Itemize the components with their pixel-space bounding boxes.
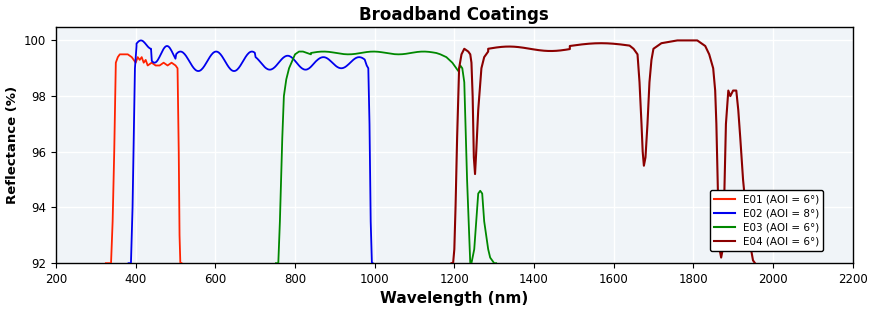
- Y-axis label: Reflectance (%): Reflectance (%): [5, 86, 18, 204]
- Title: Broadband Coatings: Broadband Coatings: [360, 6, 549, 23]
- X-axis label: Wavelength (nm): Wavelength (nm): [381, 291, 528, 306]
- Legend: E01 (AOI = 6°), E02 (AOI = 8°), E03 (AOI = 6°), E04 (AOI = 6°): E01 (AOI = 6°), E02 (AOI = 8°), E03 (AOI…: [710, 190, 823, 251]
